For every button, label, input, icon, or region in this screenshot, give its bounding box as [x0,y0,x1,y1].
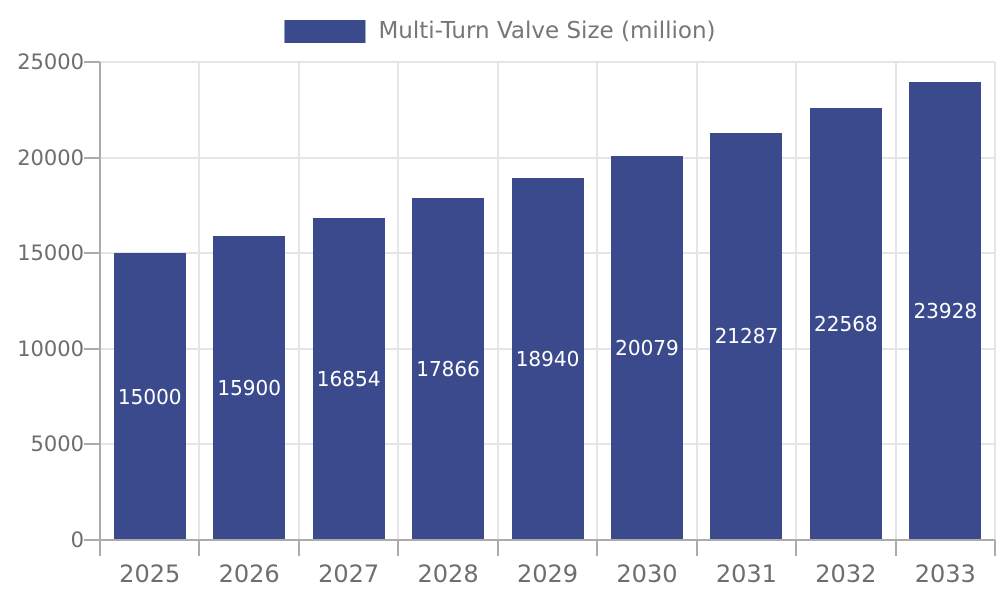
y-tick [84,156,100,159]
bar-2026: 15900 [213,235,286,540]
y-tick [84,347,100,350]
bar-2029: 18940 [511,177,584,540]
y-tick-label: 0 [70,528,84,552]
x-tick [795,540,798,556]
v-gridline [397,62,400,540]
x-tick-label-2029: 2029 [516,560,579,588]
bar-value-label: 20079 [615,336,679,361]
bar-2032: 22568 [809,108,882,540]
y-tick [84,539,100,541]
bar-2030: 20079 [610,156,683,540]
v-gridline [297,62,300,540]
x-tick-label-2030: 2030 [616,560,678,588]
x-tick-label-2031: 2031 [715,560,777,588]
x-tick [496,540,499,556]
bar-value-label: 21287 [714,324,779,349]
v-gridline [496,62,499,540]
x-tick-label-2028: 2028 [417,560,479,588]
bar-value-label: 23928 [913,299,978,324]
v-gridline [695,62,698,540]
y-axis-line [99,62,101,540]
y-tick-label: 5000 [30,432,84,457]
legend-label: Multi-Turn Valve Size (million) [378,18,716,44]
bar-2025: 15000 [113,253,186,540]
bar-value-label: 22568 [814,312,878,337]
y-tick [84,61,100,63]
bar-value-label: 18940 [515,346,580,371]
x-tick-label-2025: 2025 [119,560,181,588]
bar-2033: 23928 [909,82,982,540]
x-tick [198,540,201,556]
bar-value-label: 15900 [217,375,281,400]
v-gridline [596,62,599,540]
legend-swatch [284,19,366,43]
x-tick-label-2026: 2026 [218,560,280,588]
y-tick-label: 15000 [17,241,84,266]
x-tick [397,540,400,556]
bar-value-label: 17866 [416,357,480,382]
bar-value-label: 15000 [117,384,182,409]
bar-2031: 21287 [710,132,783,540]
bar-value-label: 16854 [316,366,381,391]
plot-area: 15000 15900 16854 17866 18940 20079 21287 22568… [99,61,996,541]
h-gridline-25000 [100,61,995,63]
x-tick [994,540,996,556]
y-tick [84,443,100,446]
x-tick [99,540,101,556]
h-gridline-20000 [100,156,995,159]
x-axis-line [99,539,995,541]
x-tick [695,540,698,556]
y-tick-label: 25000 [17,50,84,74]
v-gridline [198,62,201,540]
y-tick-label: 10000 [17,336,84,361]
x-tick-label-2032: 2032 [815,560,877,588]
v-gridline [795,62,798,540]
y-tick [84,252,100,255]
v-gridline [894,62,897,540]
x-tick [894,540,897,556]
x-tick [297,540,300,556]
x-tick-label-2033: 2033 [914,560,976,588]
y-tick-label: 20000 [17,145,84,170]
bar-2028: 17866 [412,198,485,540]
bar-2027: 16854 [312,217,385,540]
v-gridline [994,62,996,540]
x-tick-label-2027: 2027 [318,560,380,588]
legend: Multi-Turn Valve Size (million) [284,18,716,44]
x-tick [596,540,599,556]
